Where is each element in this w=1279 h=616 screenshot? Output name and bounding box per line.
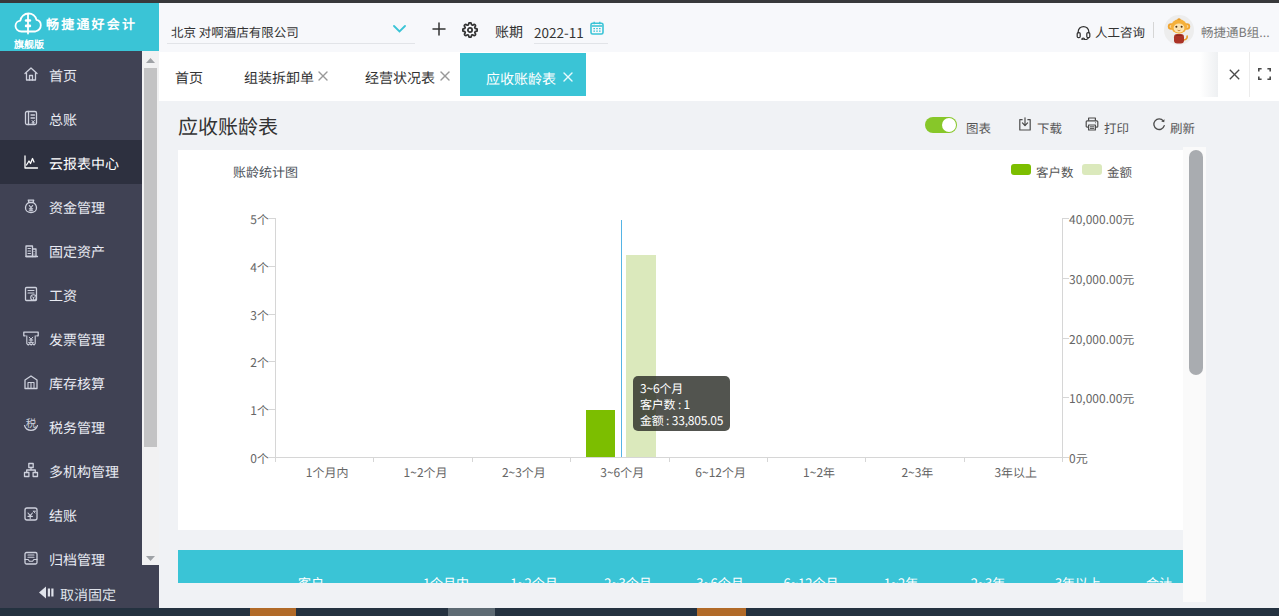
svg-text:税: 税 [26,417,37,430]
